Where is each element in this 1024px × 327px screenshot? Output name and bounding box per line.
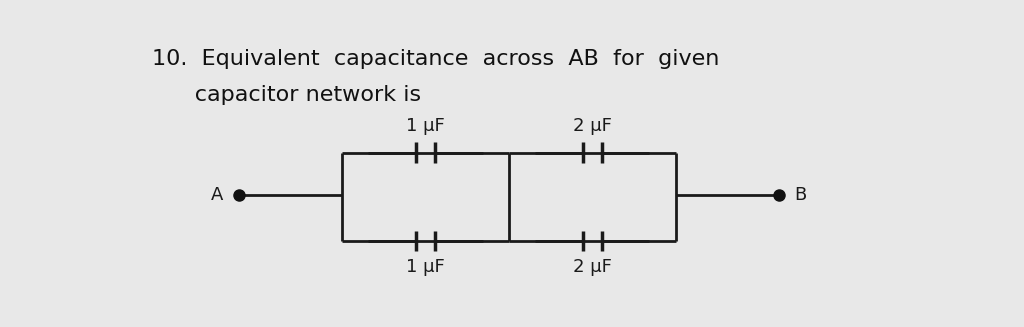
Text: capacitor network is: capacitor network is	[152, 85, 421, 105]
Text: 2 μF: 2 μF	[572, 258, 611, 276]
Text: 2 μF: 2 μF	[572, 117, 611, 135]
Text: 10.  Equivalent  capacitance  across  AB  for  given: 10. Equivalent capacitance across AB for…	[152, 49, 719, 69]
Text: A: A	[211, 186, 223, 204]
Text: B: B	[795, 186, 807, 204]
Text: 1 μF: 1 μF	[407, 117, 445, 135]
Text: 1 μF: 1 μF	[407, 258, 445, 276]
